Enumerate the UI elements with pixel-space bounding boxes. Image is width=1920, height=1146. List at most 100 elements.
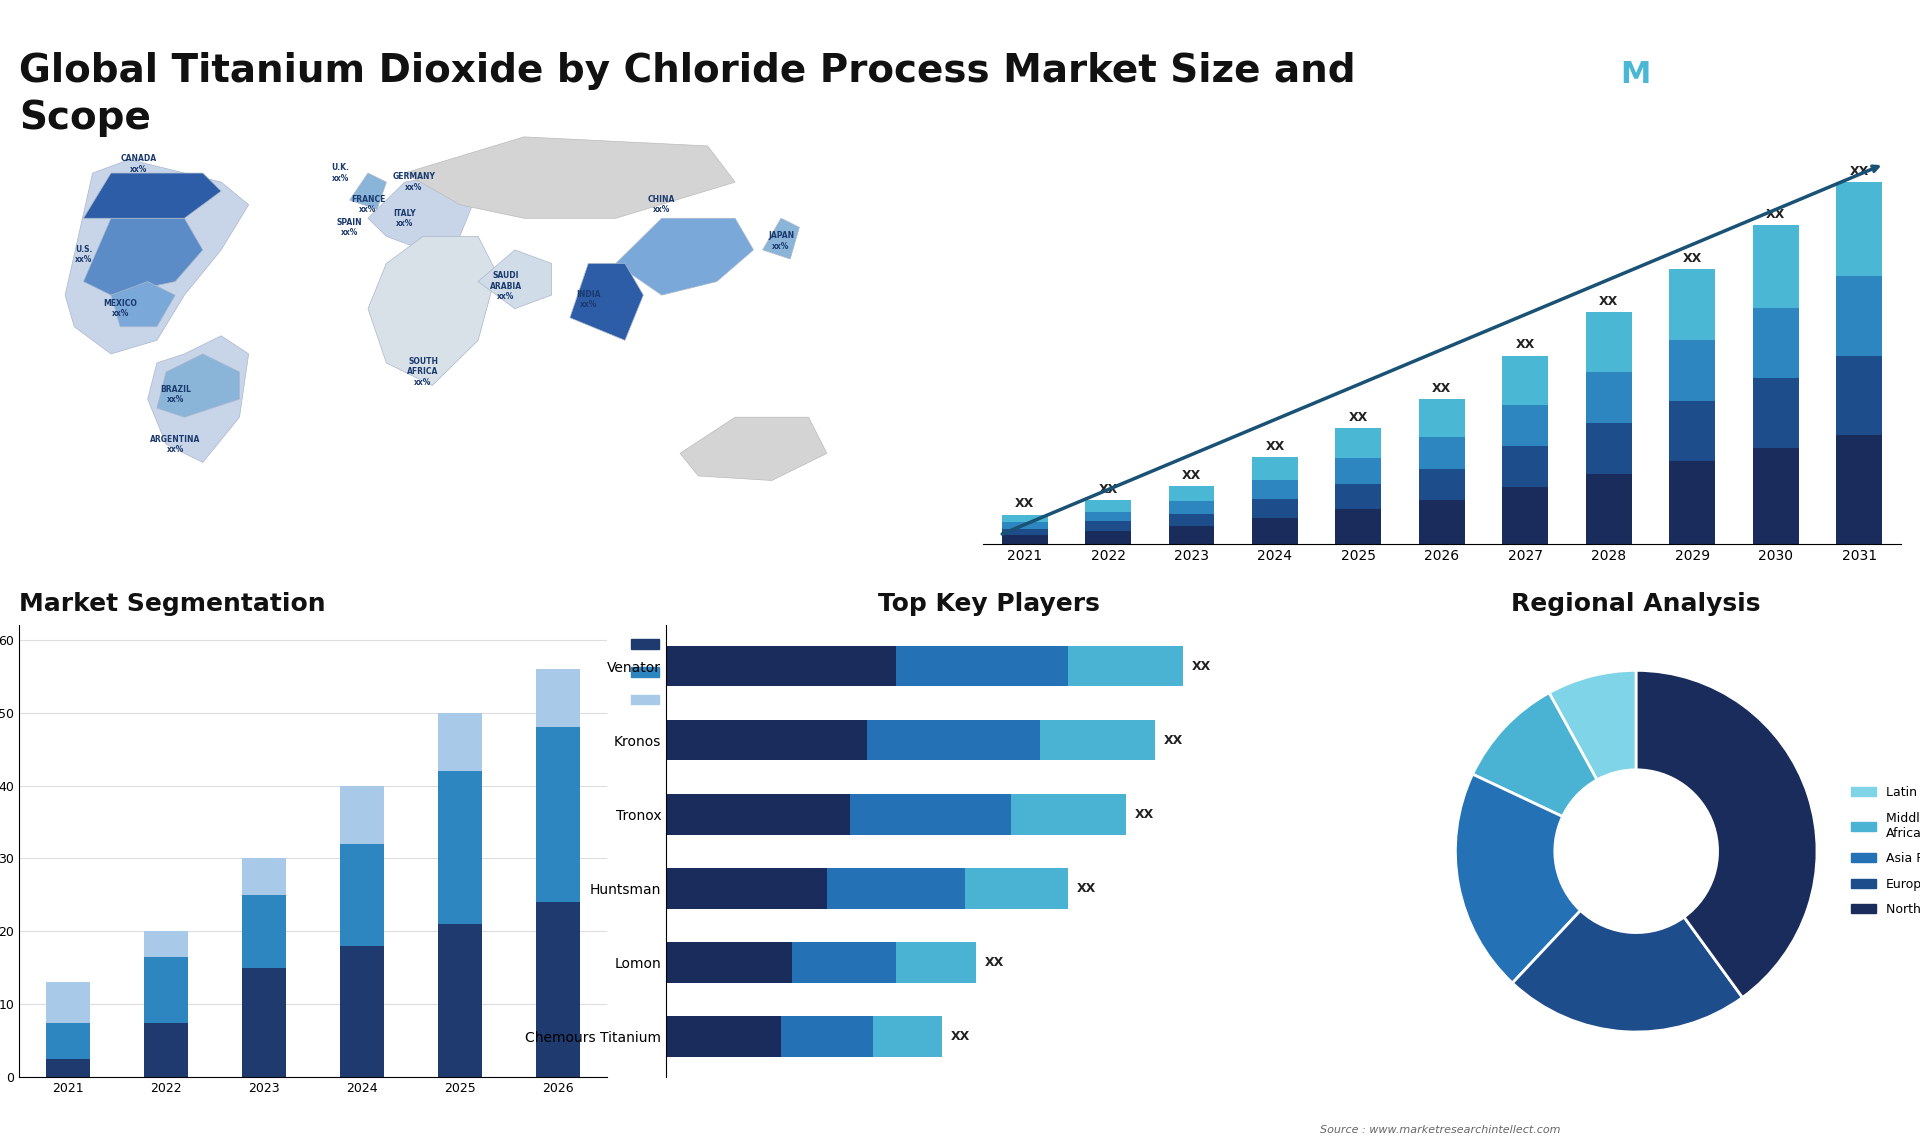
Polygon shape [405,136,735,218]
Bar [438,771,482,924]
Bar [1836,355,1882,435]
Text: XX: XX [1599,295,1619,308]
Text: FRANCE
xx%: FRANCE xx% [351,195,386,214]
Text: M: M [1620,60,1651,89]
Bar [1501,487,1548,543]
Bar [1252,457,1298,479]
Bar [868,720,1041,761]
Text: XX: XX [1849,165,1868,178]
Bar [1836,276,1882,355]
Bar [1252,518,1298,543]
Polygon shape [478,250,551,308]
Text: XX: XX [1766,209,1786,221]
Text: CHINA
xx%: CHINA xx% [649,195,676,214]
Bar [828,868,966,909]
Bar [874,1017,943,1057]
Bar [340,945,384,1077]
Bar [1419,399,1465,437]
Bar [1336,458,1380,484]
Bar [1586,474,1632,543]
Bar [1169,486,1215,501]
Polygon shape [349,173,386,210]
Bar [144,932,188,957]
Text: JAPAN
xx%: JAPAN xx% [768,231,795,251]
Bar [1012,794,1125,834]
Text: XX: XX [1164,733,1183,746]
Text: XX: XX [1515,338,1534,352]
Bar [666,1017,781,1057]
Bar [897,942,977,982]
Bar [1041,720,1154,761]
Bar [1753,308,1799,378]
Bar [1668,401,1715,462]
Text: XX: XX [1682,252,1701,265]
Text: XX: XX [1350,410,1369,424]
Bar [1085,531,1131,543]
Bar [1002,535,1048,543]
Bar [1419,437,1465,469]
Bar [966,868,1068,909]
Text: Source : www.marketresearchintellect.com: Source : www.marketresearchintellect.com [1319,1124,1561,1135]
Wedge shape [1549,670,1636,780]
Bar [1336,509,1380,543]
Bar [1501,405,1548,446]
Bar [666,794,851,834]
Text: U.S.
xx%: U.S. xx% [75,245,92,264]
Bar [536,902,580,1077]
Polygon shape [616,218,753,296]
Polygon shape [157,354,240,417]
Bar [1668,340,1715,401]
Bar [1586,423,1632,474]
Bar [1668,269,1715,340]
Bar [1068,645,1183,686]
Text: MEXICO
xx%: MEXICO xx% [104,299,136,319]
Bar [1002,528,1048,535]
Bar [897,645,1068,686]
Bar [1836,182,1882,276]
Text: XX: XX [950,1030,970,1043]
Polygon shape [111,282,175,327]
Bar [793,942,897,982]
Bar [46,982,90,1022]
Bar [1169,501,1215,513]
Polygon shape [680,417,828,480]
Text: ARGENTINA
xx%: ARGENTINA xx% [150,434,200,454]
Text: RESEARCH: RESEARCH [1711,78,1776,88]
Polygon shape [762,218,799,259]
Circle shape [1555,770,1718,933]
Bar [242,895,286,968]
Text: U.K.
xx%: U.K. xx% [332,164,349,182]
Bar [1336,484,1380,509]
Bar [438,924,482,1077]
Bar [1836,435,1882,543]
Bar [1668,462,1715,543]
Bar [1753,378,1799,448]
Bar [1252,479,1298,499]
Bar [1169,526,1215,543]
Wedge shape [1455,775,1580,983]
Text: MARKET: MARKET [1716,55,1770,65]
Polygon shape [83,218,204,296]
Text: XX: XX [1265,440,1284,453]
Polygon shape [148,336,250,462]
Bar [536,669,580,728]
Bar [1085,501,1131,511]
Bar [242,858,286,895]
Text: XX: XX [1016,497,1035,510]
Bar [1753,226,1799,308]
Bar [46,1022,90,1059]
Legend: Type, Application, Geography: Type, Application, Geography [626,633,755,713]
Wedge shape [1513,911,1743,1033]
Text: XX: XX [1192,660,1212,673]
Wedge shape [1636,670,1816,997]
Bar [1501,355,1548,405]
Text: ITALY
xx%: ITALY xx% [394,209,417,228]
Polygon shape [369,236,497,385]
Bar [1419,501,1465,543]
Bar [144,1022,188,1077]
Bar [666,868,828,909]
Text: SAUDI
ARABIA
xx%: SAUDI ARABIA xx% [490,272,522,301]
Bar [46,1059,90,1077]
Polygon shape [570,264,643,340]
Bar [1002,523,1048,528]
